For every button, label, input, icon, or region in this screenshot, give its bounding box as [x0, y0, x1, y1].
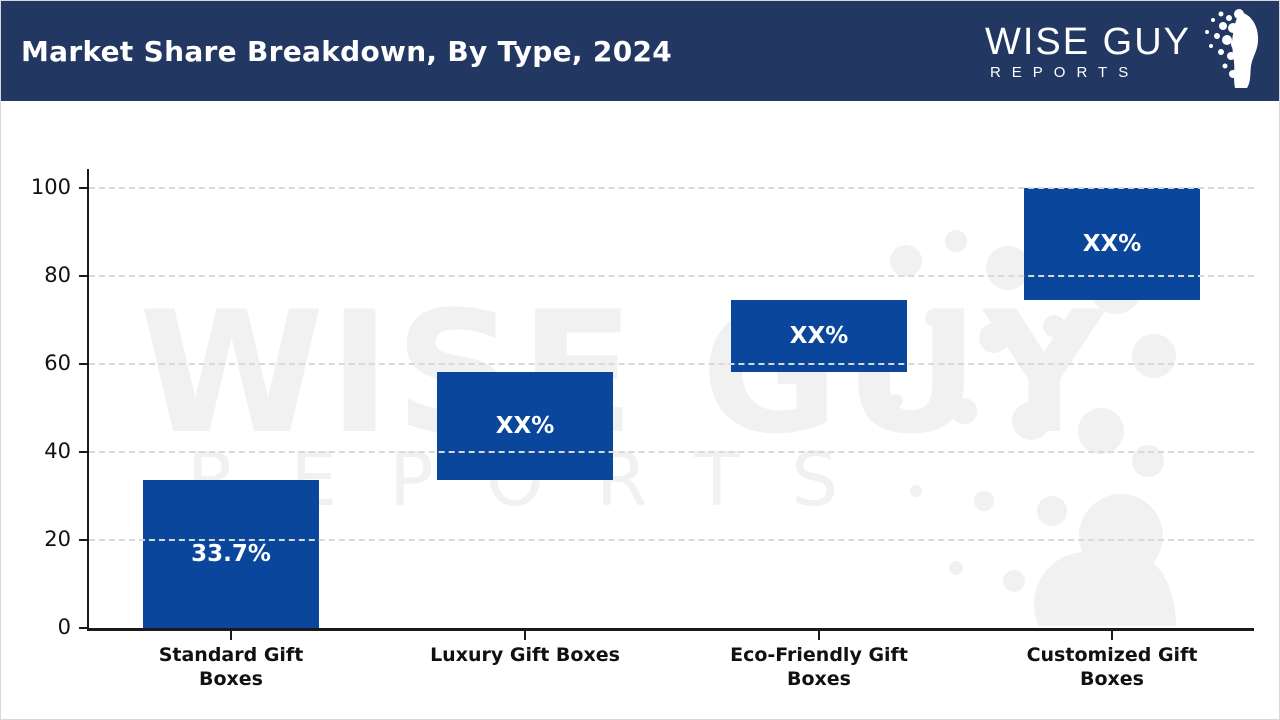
y-tick-label-0: 0: [57, 615, 71, 639]
x-axis-line: [87, 628, 1254, 631]
y-tick-60: [79, 363, 89, 365]
y-tick-40: [79, 451, 89, 453]
bar-value-label-standard-gift-boxes: 33.7%: [191, 540, 271, 567]
logo-text: WISE GUY REPORTS: [985, 23, 1191, 80]
x-tick-label-eco-friendly-gift-boxes: Eco-Friendly Gift Boxes: [689, 643, 949, 691]
gridline-100: [89, 187, 1254, 189]
bar-standard-gift-boxes: [143, 479, 319, 628]
x-tick-eco-friendly-gift-boxes: [818, 631, 820, 640]
gridline-40: [89, 451, 1254, 453]
x-tick-label-line: Boxes: [1080, 668, 1144, 690]
logo-subtext: REPORTS: [989, 63, 1140, 81]
watermark-wordmark: WISE GUY: [139, 275, 1110, 471]
x-tick-label-luxury-gift-boxes: Luxury Gift Boxes: [395, 643, 655, 667]
y-tick-label-80: 80: [44, 263, 71, 287]
x-tick-label-line: Standard Gift: [158, 644, 304, 666]
y-tick-100: [79, 187, 89, 189]
x-tick-label-line: Luxury Gift Boxes: [430, 644, 620, 666]
bar-luxury-gift-boxes: [437, 371, 613, 480]
y-tick-label-60: 60: [44, 351, 71, 375]
header-bar: Market Share Breakdown, By Type, 2024 WI…: [1, 1, 1279, 101]
bar-customized-gift-boxes: [1024, 188, 1200, 300]
x-tick-label-line: Customized Gift: [1026, 644, 1198, 666]
y-tick-20: [79, 539, 89, 541]
page-title: Market Share Breakdown, By Type, 2024: [21, 34, 673, 68]
x-tick-label-line: Boxes: [787, 668, 851, 690]
x-tick-luxury-gift-boxes: [524, 631, 526, 640]
bar-eco-friendly-gift-boxes: [731, 299, 907, 372]
x-tick-label-standard-gift-boxes: Standard Gift Boxes: [101, 643, 361, 691]
logo-wordmark: WISE GUY: [984, 20, 1191, 63]
x-tick-customized-gift-boxes: [1111, 631, 1113, 640]
gridline-80: [89, 275, 1254, 277]
wise-guy-reports-logo: WISE GUY REPORTS: [985, 6, 1263, 96]
x-tick-label-line: Eco-Friendly Gift: [730, 644, 908, 666]
x-tick-label-line: Boxes: [199, 668, 263, 690]
bar-value-label-customized-gift-boxes: XX%: [1082, 230, 1142, 257]
bar-value-label-eco-friendly-gift-boxes: XX%: [789, 322, 849, 349]
y-tick-label-100: 100: [30, 175, 71, 199]
y-tick-label-20: 20: [44, 527, 71, 551]
y-tick-0: [79, 627, 89, 629]
bar-value-label-luxury-gift-boxes: XX%: [495, 412, 555, 439]
y-tick-80: [79, 275, 89, 277]
logo-face-icon: [1195, 6, 1263, 96]
x-tick-label-customized-gift-boxes: Customized Gift Boxes: [982, 643, 1242, 691]
gridline-20: [89, 539, 1254, 541]
y-axis-line: [87, 169, 89, 631]
gridline-60: [89, 363, 1254, 365]
y-tick-label-40: 40: [44, 439, 71, 463]
x-tick-standard-gift-boxes: [230, 631, 232, 640]
